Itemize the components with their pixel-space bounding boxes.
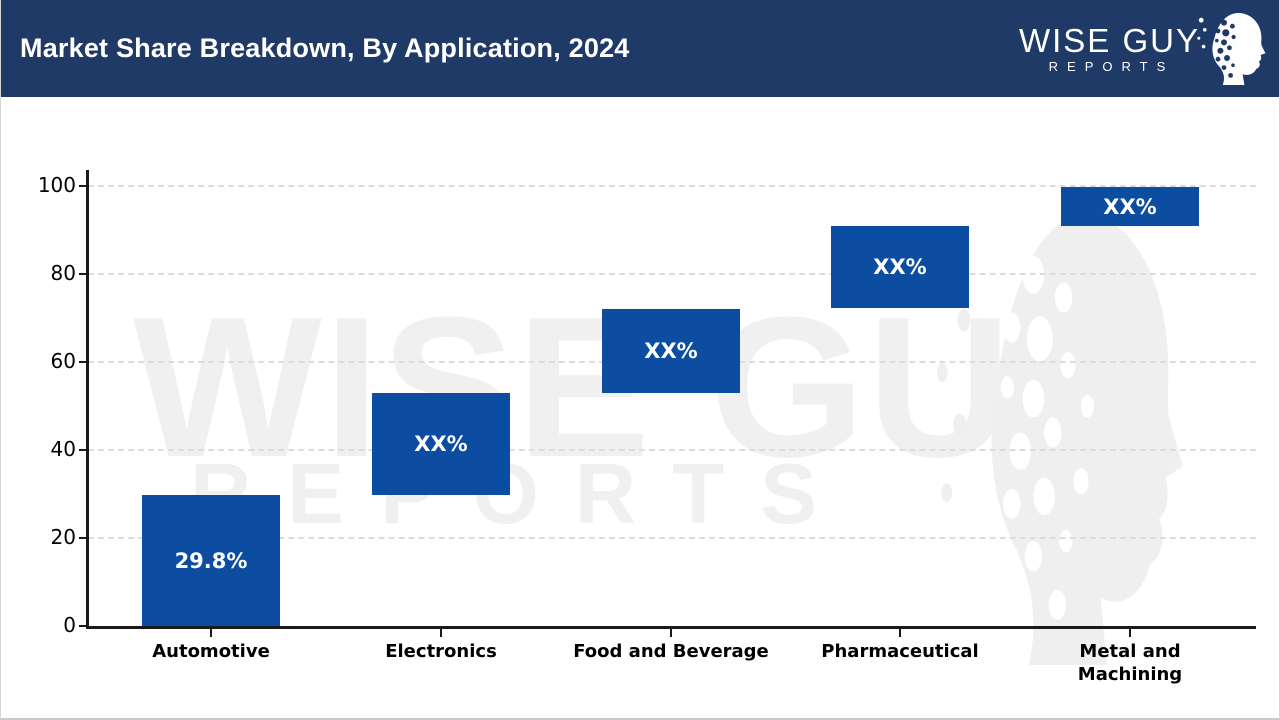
brand-logo: WISE GUY REPORTS (1019, 9, 1280, 89)
bar-value-label: XX% (644, 339, 698, 363)
y-tick-mark (79, 273, 88, 275)
watermark-head-icon (936, 215, 1183, 665)
y-tick-label: 100 (37, 173, 76, 197)
header-bar: Market Share Breakdown, By Application, … (0, 0, 1280, 97)
x-tick-mark (899, 629, 901, 637)
x-tick-mark (210, 629, 212, 637)
gridline-y80 (88, 273, 1256, 275)
x-tick-label-line: Food and Beverage (573, 641, 769, 662)
bar-pharmaceutical: XX% (831, 226, 969, 308)
y-tick-label: 60 (50, 349, 76, 373)
x-tick-label: Electronics (331, 640, 551, 663)
x-tick-label-line: Electronics (385, 641, 497, 662)
x-tick-label: Pharmaceutical (790, 640, 1010, 663)
y-tick-label: 80 (50, 261, 76, 285)
x-tick-label-line: Pharmaceutical (821, 641, 979, 662)
x-tick-label: Automotive (101, 640, 321, 663)
bar-metal-and-machining: XX% (1061, 187, 1199, 226)
y-tick-mark (79, 625, 88, 627)
x-tick-label-line: Metal and (1079, 641, 1181, 662)
x-tick-mark (670, 629, 672, 637)
y-tick-label: 40 (50, 437, 76, 461)
x-tick-mark (1129, 629, 1131, 637)
gridline-y40 (88, 449, 1256, 451)
y-tick-mark (79, 537, 88, 539)
bar-value-label: XX% (1103, 194, 1157, 219)
watermark-reports: REPORTS (190, 447, 853, 542)
brand-wordmark: WISE GUY (1018, 22, 1200, 59)
bar-electronics: XX% (372, 393, 510, 495)
bar-value-label: 29.8% (174, 548, 248, 573)
bar-value-label: XX% (873, 255, 927, 279)
bar-value-label: XX% (414, 432, 468, 456)
y-tick-mark (79, 185, 88, 187)
x-tick-label-line: Machining (1077, 664, 1183, 686)
x-axis-line (86, 626, 1256, 629)
x-tick-label: Food and Beverage (561, 640, 781, 663)
y-tick-label: 20 (50, 525, 76, 549)
page-title: Market Share Breakdown, By Application, … (20, 33, 630, 63)
y-tick-mark (79, 361, 88, 363)
bar-food-and-beverage: XX% (602, 309, 740, 393)
x-tick-label-line: Automotive (152, 641, 270, 662)
y-axis-line (86, 170, 89, 629)
wiseguy-head-icon (1197, 12, 1266, 85)
brand-subtitle: REPORTS (1048, 59, 1175, 74)
y-tick-mark (79, 449, 88, 451)
bar-automotive: 29.8% (142, 495, 280, 626)
x-tick-label: Metal and Machining (1020, 640, 1240, 686)
brand-logo-text: WISE GUY REPORTS (1019, 24, 1200, 73)
y-tick-label: 0 (63, 613, 76, 637)
x-tick-mark (440, 629, 442, 637)
gridline-y100 (88, 185, 1256, 187)
gridline-y20 (88, 537, 1256, 539)
